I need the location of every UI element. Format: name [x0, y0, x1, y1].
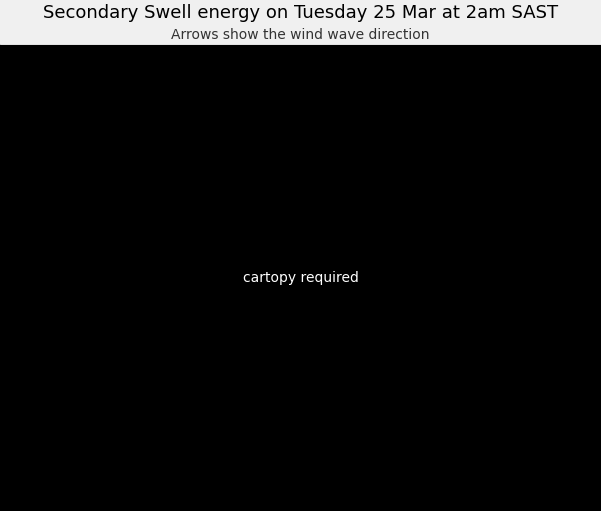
- Text: Arrows show the wind wave direction: Arrows show the wind wave direction: [171, 28, 430, 42]
- Text: Secondary Swell energy on Tuesday 25 Mar at 2am SAST: Secondary Swell energy on Tuesday 25 Mar…: [43, 5, 558, 22]
- Text: cartopy required: cartopy required: [243, 271, 358, 285]
